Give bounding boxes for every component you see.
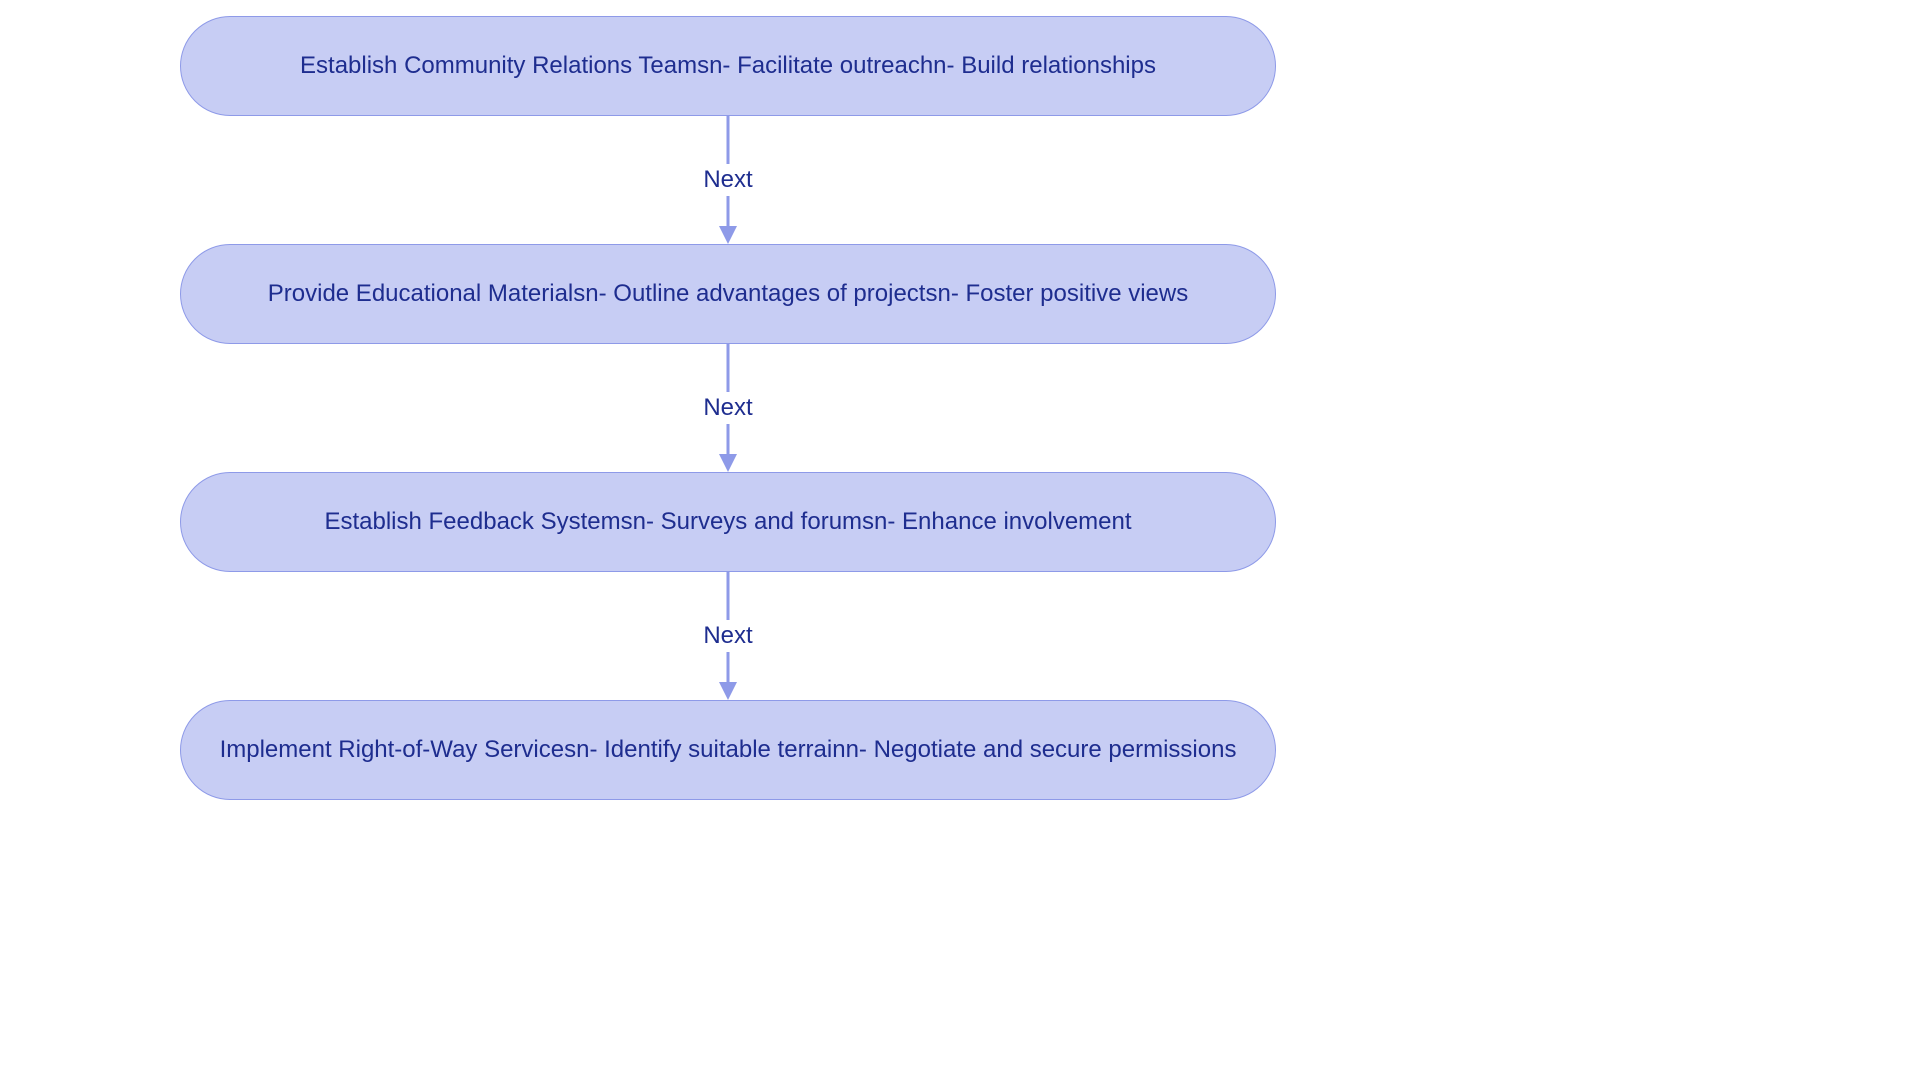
flow-node: Provide Educational Materialsn- Outline … [180, 244, 1276, 344]
flowchart-container: Establish Community Relations Teamsn- Fa… [0, 0, 1920, 1083]
flow-node: Establish Feedback Systemsn- Surveys and… [180, 472, 1276, 572]
flow-node: Implement Right-of-Way Servicesn- Identi… [180, 700, 1276, 800]
flow-node-label: Establish Feedback Systemsn- Surveys and… [324, 506, 1131, 537]
flow-node-label: Provide Educational Materialsn- Outline … [268, 278, 1188, 309]
flow-edge-arrow-icon [719, 226, 737, 244]
flow-edge-arrow-icon [719, 682, 737, 700]
flow-node: Establish Community Relations Teamsn- Fa… [180, 16, 1276, 116]
flow-edge-line-bottom [727, 424, 730, 456]
flow-edge-line-top [727, 572, 730, 620]
flow-edge-line-top [727, 344, 730, 392]
flow-edge-line-top [727, 116, 730, 164]
flow-node-label: Establish Community Relations Teamsn- Fa… [300, 50, 1156, 81]
flow-edge-arrow-icon [719, 454, 737, 472]
flow-edge-line-bottom [727, 196, 730, 228]
flow-edge-label: Next [703, 166, 752, 194]
flow-edge-label: Next [703, 394, 752, 422]
flow-node-label: Implement Right-of-Way Servicesn- Identi… [220, 734, 1237, 765]
flow-edge-label: Next [703, 622, 752, 650]
flow-edge-line-bottom [727, 652, 730, 684]
